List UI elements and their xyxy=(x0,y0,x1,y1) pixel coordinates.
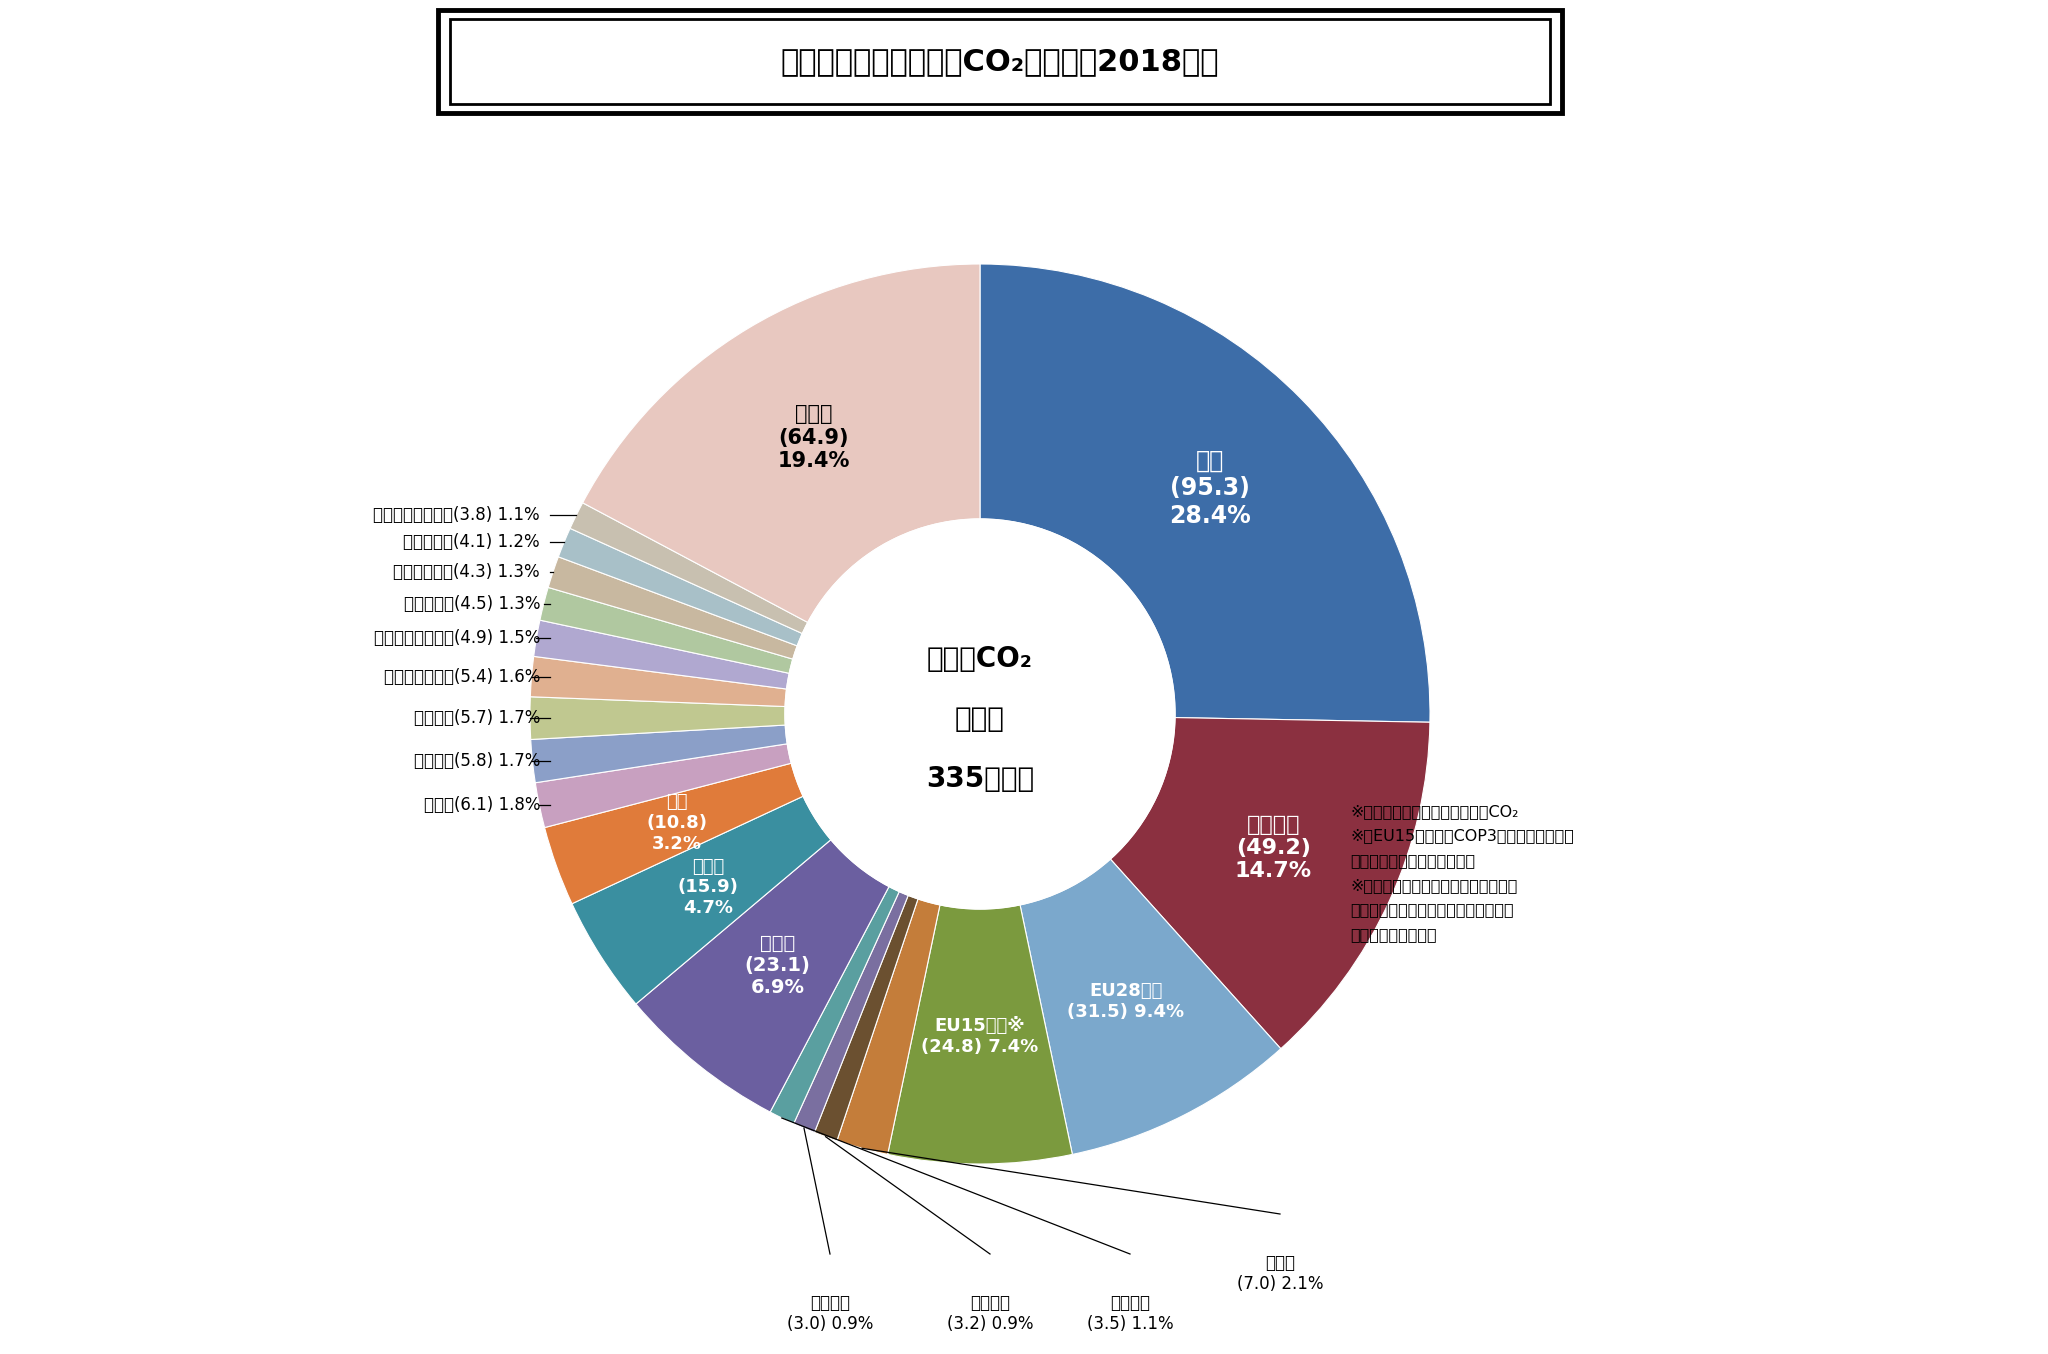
Wedge shape xyxy=(530,657,786,707)
Wedge shape xyxy=(559,528,803,646)
Text: インドネシア　(5.4) 1.6%: インドネシア (5.4) 1.6% xyxy=(383,668,541,685)
Wedge shape xyxy=(571,796,831,1005)
Wedge shape xyxy=(549,556,797,659)
Wedge shape xyxy=(795,891,907,1132)
Text: 韓国　(6.1) 1.8%: 韓国 (6.1) 1.8% xyxy=(424,796,541,814)
Text: ドイツ
(7.0) 2.1%: ドイツ (7.0) 2.1% xyxy=(1237,1254,1323,1293)
Wedge shape xyxy=(541,588,793,673)
Wedge shape xyxy=(582,264,981,623)
Wedge shape xyxy=(637,839,889,1112)
Text: 排出量: 排出量 xyxy=(954,705,1006,733)
Text: オーストラリア　(3.8) 1.1%: オーストラリア (3.8) 1.1% xyxy=(373,506,541,524)
Wedge shape xyxy=(545,764,803,903)
Wedge shape xyxy=(535,620,788,689)
Wedge shape xyxy=(535,743,791,827)
Wedge shape xyxy=(770,887,899,1124)
Wedge shape xyxy=(530,724,786,783)
Text: フランス
(3.0) 0.9%: フランス (3.0) 0.9% xyxy=(786,1294,872,1332)
Wedge shape xyxy=(838,899,940,1155)
Wedge shape xyxy=(815,895,918,1140)
Text: ロシア
(15.9)
4.7%: ロシア (15.9) 4.7% xyxy=(678,857,739,917)
Text: EU15カ国※
(24.8) 7.4%: EU15カ国※ (24.8) 7.4% xyxy=(922,1017,1038,1056)
Wedge shape xyxy=(887,904,1073,1164)
Wedge shape xyxy=(981,264,1430,722)
Text: インド
(23.1)
6.9%: インド (23.1) 6.9% xyxy=(745,934,811,997)
Wedge shape xyxy=(1110,718,1430,1049)
Wedge shape xyxy=(530,697,784,739)
Text: その他
(64.9)
19.4%: その他 (64.9) 19.4% xyxy=(778,405,850,471)
Text: イタリア
(3.2) 0.9%: イタリア (3.2) 0.9% xyxy=(946,1294,1034,1332)
Text: サウジアラビア　(4.9) 1.5%: サウジアラビア (4.9) 1.5% xyxy=(373,630,541,647)
Text: ブラジル　(4.1) 1.2%: ブラジル (4.1) 1.2% xyxy=(403,533,541,551)
Text: 世界のCO₂: 世界のCO₂ xyxy=(928,645,1032,673)
Circle shape xyxy=(784,519,1176,909)
Text: イギリス
(3.5) 1.1%: イギリス (3.5) 1.1% xyxy=(1087,1294,1174,1332)
Text: 日本
(10.8)
3.2%: 日本 (10.8) 3.2% xyxy=(645,793,707,853)
Text: 335億トン: 335億トン xyxy=(926,765,1034,793)
Text: 世界のエネルギー起源CO₂排出量（2018年）: 世界のエネルギー起源CO₂排出量（2018年） xyxy=(780,47,1219,76)
Text: イラン　(5.8) 1.7%: イラン (5.8) 1.7% xyxy=(414,753,541,770)
Text: カナダ　(5.7) 1.7%: カナダ (5.7) 1.7% xyxy=(414,709,541,727)
Text: ※　（排出量）　単位：億トンCO₂
※　EU15カ国は、COP3（京都会議）開催
　　時点での加盟国である。
※　四捨五入のため、各国の排出量の
　　合計は世界: ※ （排出量） 単位：億トンCO₂ ※ EU15カ国は、COP3（京都会議）開催… xyxy=(1350,804,1573,942)
Text: アメリカ
(49.2)
14.7%: アメリカ (49.2) 14.7% xyxy=(1235,815,1313,881)
Text: EU28カ国
(31.5) 9.4%: EU28カ国 (31.5) 9.4% xyxy=(1067,982,1184,1021)
Text: メキシコ　(4.5) 1.3%: メキシコ (4.5) 1.3% xyxy=(403,594,541,613)
Text: 南アフリカ　(4.3) 1.3%: 南アフリカ (4.3) 1.3% xyxy=(393,563,541,581)
FancyBboxPatch shape xyxy=(451,19,1550,104)
Wedge shape xyxy=(569,502,807,634)
Text: 中国
(95.3)
28.4%: 中国 (95.3) 28.4% xyxy=(1169,448,1251,528)
Wedge shape xyxy=(1020,858,1280,1155)
